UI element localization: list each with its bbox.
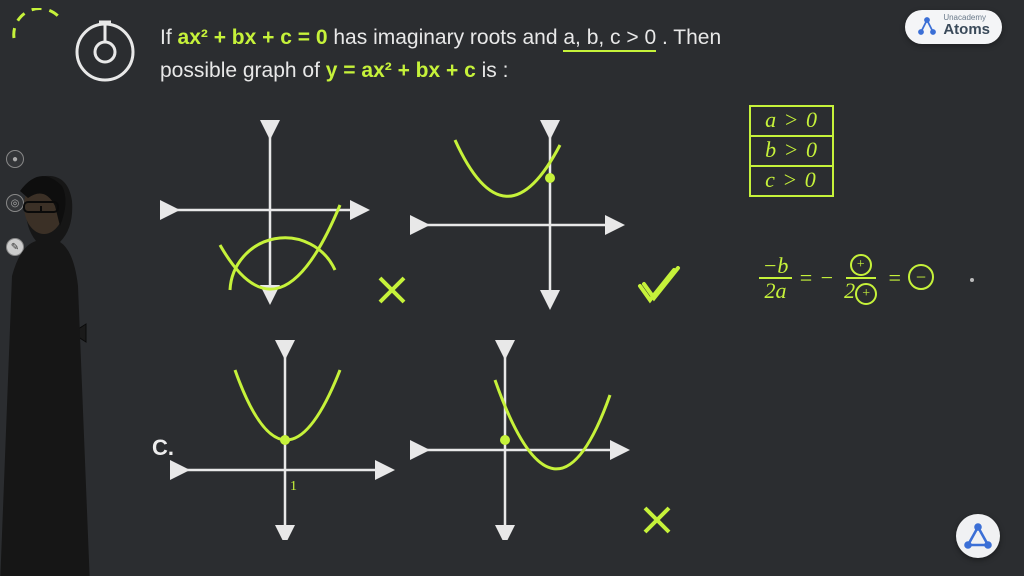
decorative-dash-arc — [8, 8, 68, 48]
equals-1: = — [798, 265, 813, 291]
neg-sign: − — [819, 265, 834, 291]
question-text: If ax² + bx + c = 0 has imaginary roots … — [160, 22, 900, 87]
cross-mark-icon — [639, 500, 679, 540]
circled-minus-result: − — [908, 264, 934, 290]
stopwatch-icon — [70, 14, 140, 84]
graph-options: C. 1 — [140, 110, 700, 550]
brand-badge: Unacademy Atoms — [905, 10, 1002, 44]
cond-c: c > 0 — [749, 165, 834, 197]
brand-logo-corner — [956, 514, 1000, 558]
cond-b: b > 0 — [749, 135, 834, 167]
option-c: C. 1 — [170, 340, 400, 545]
option-d — [405, 340, 679, 545]
annotation-conditions: a > 0 b > 0 c > 0 — [749, 105, 834, 197]
stray-dot — [970, 278, 974, 282]
circled-plus-top: + — [850, 254, 872, 276]
equals-2: = — [887, 265, 902, 291]
svg-text:1: 1 — [290, 479, 297, 494]
q-line1-a: If — [160, 26, 178, 49]
option-c-label: C. — [152, 435, 174, 461]
annotation-vertex-formula: −b 2a = − + 2+ = − — [759, 250, 934, 306]
q-line1-b: has imaginary roots and — [333, 26, 563, 49]
option-b — [400, 120, 684, 315]
badge-title: Atoms — [943, 21, 990, 38]
circled-plus-bot: + — [855, 283, 877, 305]
q-line2-b: is : — [482, 59, 509, 82]
cond-a: a > 0 — [749, 105, 834, 137]
q-line2-a: possible graph of — [160, 59, 326, 82]
q-line1-c: . Then — [662, 26, 721, 49]
q-equation-1: ax² + bx + c = 0 — [178, 26, 328, 49]
instructor-silhouette — [0, 146, 90, 576]
lhs-numerator: −b — [759, 254, 793, 279]
atoms-logo-icon — [917, 16, 937, 36]
lhs-denominator: 2a — [760, 279, 790, 302]
option-a — [140, 120, 414, 315]
q-equation-2: y = ax² + bx + c — [326, 59, 476, 82]
check-mark-icon — [634, 266, 684, 310]
q-condition: a, b, c > 0 — [563, 26, 656, 52]
